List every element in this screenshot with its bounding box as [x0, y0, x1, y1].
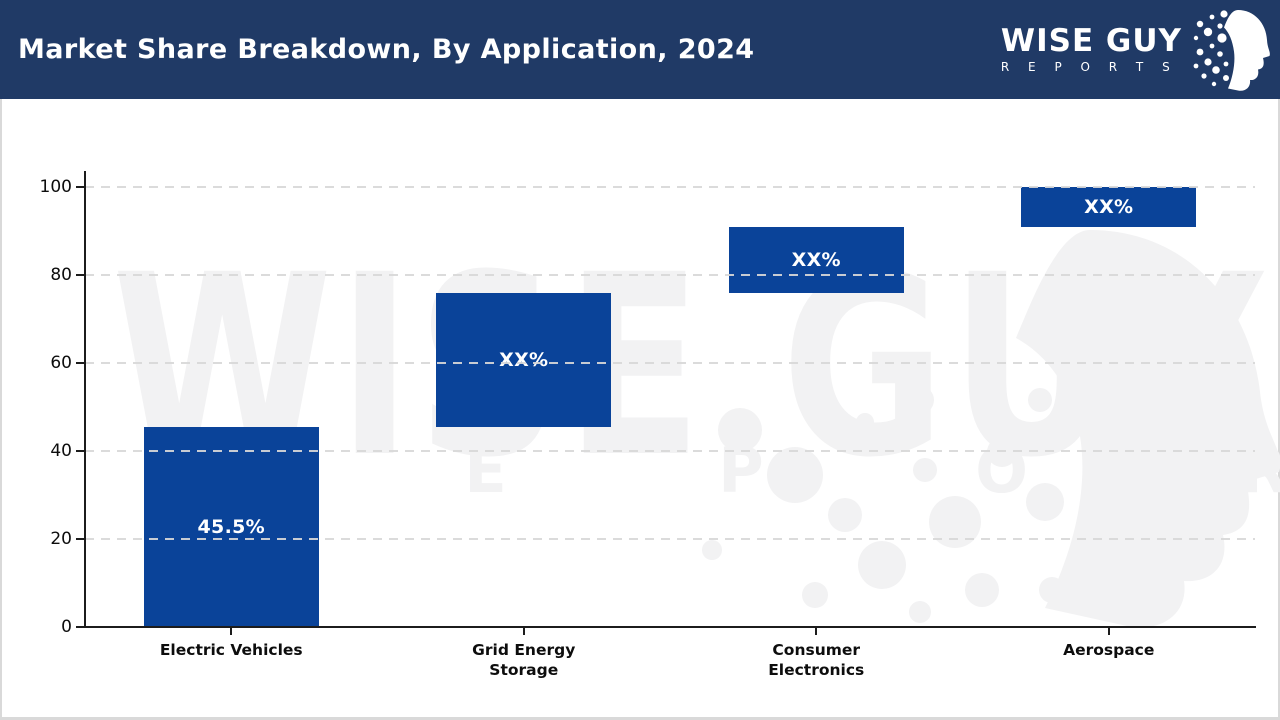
x-category-label-4: Aerospace	[1063, 641, 1155, 659]
chart-title: Market Share Breakdown, By Application, …	[18, 34, 755, 65]
y-tick-label-100: 100	[39, 177, 72, 197]
y-tick-label-80: 80	[50, 265, 72, 285]
gridline-100	[85, 186, 1255, 188]
y-tick-label-60: 60	[50, 353, 72, 373]
x-tick-mark-1	[230, 628, 233, 635]
x-category-label-1: Electric Vehicles	[159, 641, 303, 659]
y-tick-mark-0	[76, 626, 85, 628]
x-category-label-2: Grid Energy Storage	[472, 641, 576, 679]
x-tick-mark-3	[815, 628, 818, 635]
logo-wordmark: WISE GUY	[1000, 23, 1182, 59]
x-axis-line	[84, 626, 1256, 628]
bar-segment-4: XX%	[1021, 187, 1197, 227]
gridline-80	[85, 274, 1255, 276]
bar-value-label: XX%	[499, 348, 549, 371]
gridline-40	[85, 450, 1255, 452]
bar-value-label: XX%	[1084, 195, 1134, 218]
bar-segment-1: 45.5%	[143, 426, 319, 627]
y-tick-mark-40	[76, 450, 85, 452]
wise-guy-reports-logo: WISE GUY R E P O R T S	[1001, 8, 1270, 92]
gridline-60	[85, 362, 1255, 364]
bar-value-label: 45.5%	[197, 515, 265, 538]
bar-segment-2: XX%	[436, 292, 612, 427]
y-tick-label-0: 0	[61, 617, 72, 637]
header: Market Share Breakdown, By Application, …	[0, 0, 1280, 99]
y-tick-label-40: 40	[50, 441, 72, 461]
x-tick-mark-2	[522, 628, 525, 635]
gridline-20	[85, 538, 1255, 540]
y-tick-mark-100	[76, 186, 85, 188]
bar-value-label: XX%	[791, 248, 841, 271]
y-tick-label-20: 20	[50, 529, 72, 549]
y-axis-line	[84, 171, 86, 628]
y-tick-mark-80	[76, 274, 85, 276]
bar-segment-3: XX%	[728, 226, 904, 293]
x-tick-mark-4	[1107, 628, 1110, 635]
x-category-label-3: Consumer Electronics	[768, 641, 865, 679]
logo-subtext: R E P O R T S	[1000, 60, 1178, 74]
y-tick-mark-60	[76, 362, 85, 364]
y-tick-mark-20	[76, 538, 85, 540]
logo-face-icon	[1193, 9, 1270, 91]
